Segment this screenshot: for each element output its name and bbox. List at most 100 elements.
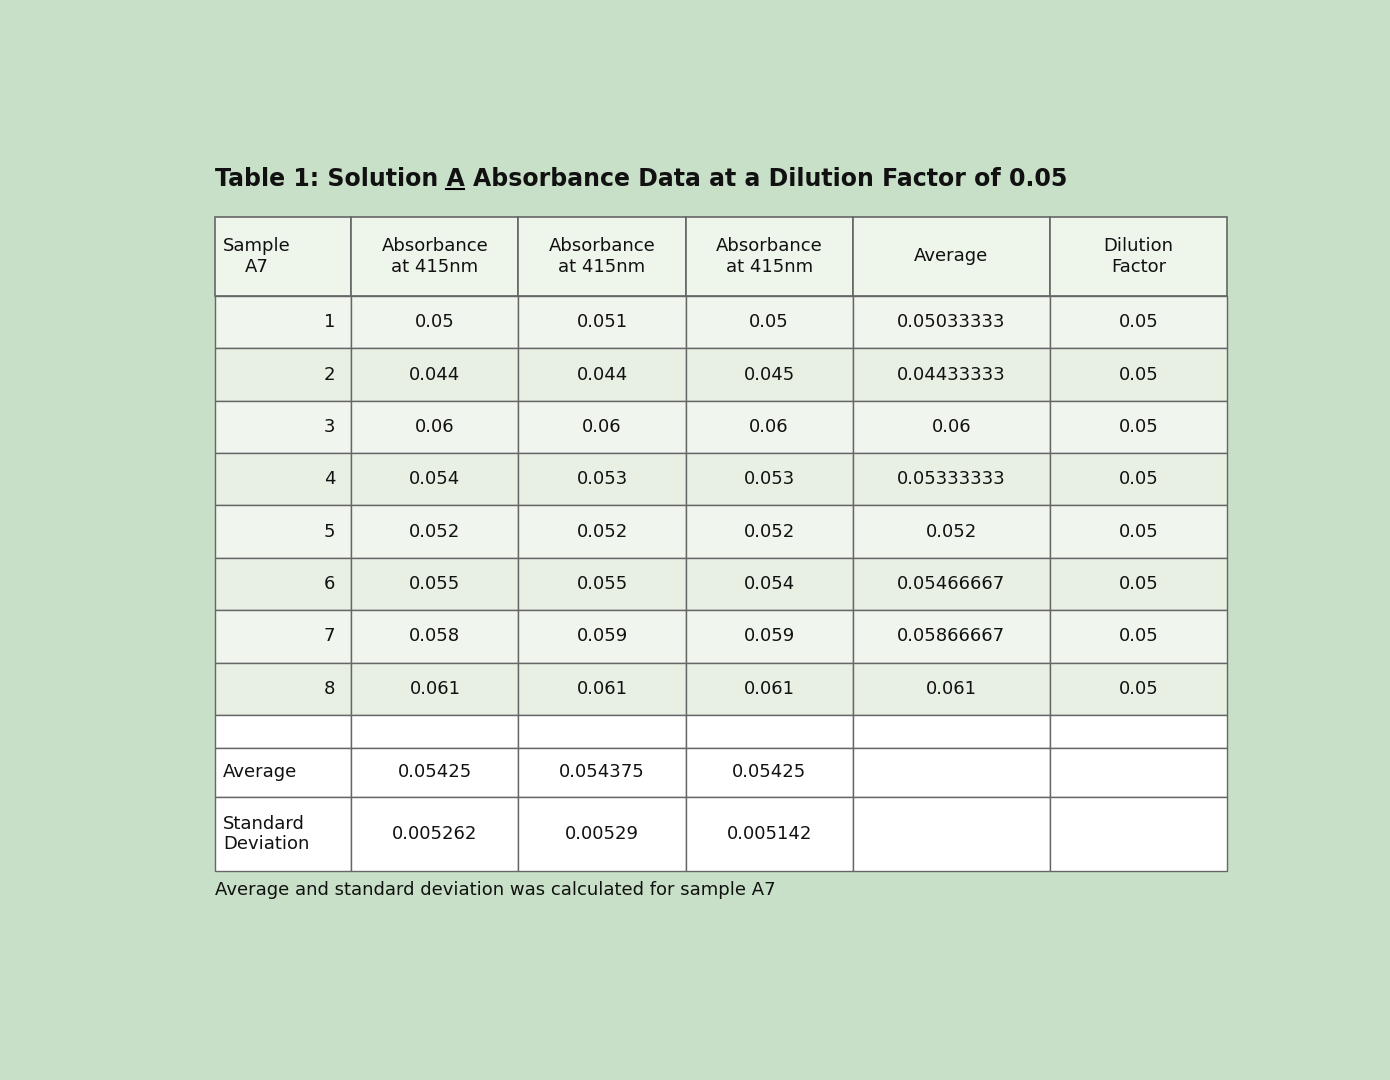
Bar	[852, 454, 1049, 505]
Text: 4: 4	[324, 470, 335, 488]
Bar	[852, 349, 1049, 401]
Bar	[214, 663, 352, 715]
Bar	[518, 797, 685, 872]
Bar	[214, 558, 352, 610]
Text: Table 1: Solution A: Table 1: Solution A	[214, 167, 464, 191]
Bar	[518, 296, 685, 349]
Text: 0.05: 0.05	[1119, 418, 1159, 436]
Bar	[352, 797, 518, 872]
Text: 0.05: 0.05	[1119, 365, 1159, 383]
Text: 0.061: 0.061	[410, 679, 460, 698]
Bar	[352, 558, 518, 610]
Bar	[852, 663, 1049, 715]
Bar	[214, 610, 352, 663]
Bar	[685, 558, 852, 610]
Text: Average and standard deviation was calculated for sample A7: Average and standard deviation was calcu…	[214, 881, 776, 900]
Bar	[852, 505, 1049, 558]
Text: 6: 6	[324, 575, 335, 593]
Bar	[852, 748, 1049, 797]
Bar	[1049, 401, 1227, 454]
Bar	[214, 715, 352, 748]
Text: 0.05466667: 0.05466667	[897, 575, 1005, 593]
Bar	[214, 748, 352, 797]
Text: 0.05333333: 0.05333333	[897, 470, 1006, 488]
Text: 0.06: 0.06	[931, 418, 972, 436]
Text: 0.059: 0.059	[577, 627, 628, 646]
Bar	[214, 217, 352, 296]
Bar	[352, 349, 518, 401]
Text: 0.05: 0.05	[1119, 313, 1159, 332]
Text: 1: 1	[324, 313, 335, 332]
Bar	[1049, 663, 1227, 715]
Bar	[1049, 349, 1227, 401]
Bar	[352, 505, 518, 558]
Text: 0.06: 0.06	[582, 418, 621, 436]
Bar	[1049, 296, 1227, 349]
Bar	[685, 610, 852, 663]
Bar	[1049, 715, 1227, 748]
Bar	[852, 296, 1049, 349]
Bar	[518, 349, 685, 401]
Bar	[214, 349, 352, 401]
Bar	[852, 715, 1049, 748]
Bar	[518, 610, 685, 663]
Text: 0.044: 0.044	[409, 365, 460, 383]
Bar	[518, 558, 685, 610]
Text: 0.061: 0.061	[744, 679, 795, 698]
Text: 0.05425: 0.05425	[733, 764, 806, 782]
Text: 0.052: 0.052	[409, 523, 460, 541]
Bar	[685, 296, 852, 349]
Bar	[852, 797, 1049, 872]
Bar	[1049, 797, 1227, 872]
Text: 0.05: 0.05	[1119, 627, 1159, 646]
Text: 0.055: 0.055	[577, 575, 628, 593]
Text: Table 1: Solution: Table 1: Solution	[214, 167, 446, 191]
Bar	[852, 610, 1049, 663]
Bar	[685, 349, 852, 401]
Bar	[852, 558, 1049, 610]
Text: 0.052: 0.052	[577, 523, 628, 541]
Text: 0.054: 0.054	[409, 470, 460, 488]
Text: Standard
Deviation: Standard Deviation	[224, 814, 310, 853]
Bar	[214, 296, 352, 349]
Text: 0.061: 0.061	[577, 679, 627, 698]
Text: Average: Average	[915, 247, 988, 266]
Text: 0.059: 0.059	[744, 627, 795, 646]
Text: 0.053: 0.053	[577, 470, 628, 488]
Bar	[352, 715, 518, 748]
Text: Absorbance
at 415nm: Absorbance at 415nm	[381, 237, 488, 275]
Bar	[685, 401, 852, 454]
Text: Table 1: Solution A Absorbance Data at a Dilution Factor of 0.05: Table 1: Solution A Absorbance Data at a…	[214, 167, 1068, 191]
Text: 0.053: 0.053	[744, 470, 795, 488]
Bar	[352, 454, 518, 505]
Text: 5: 5	[324, 523, 335, 541]
Bar	[1049, 505, 1227, 558]
Text: 7: 7	[324, 627, 335, 646]
Text: 0.05: 0.05	[1119, 575, 1159, 593]
Text: 0.05: 0.05	[749, 313, 790, 332]
Bar	[352, 748, 518, 797]
Bar	[685, 217, 852, 296]
Text: 3: 3	[324, 418, 335, 436]
Text: Sample
A7: Sample A7	[224, 237, 291, 275]
Bar	[1049, 748, 1227, 797]
Bar	[685, 454, 852, 505]
Bar	[518, 401, 685, 454]
Text: 0.045: 0.045	[744, 365, 795, 383]
Bar	[352, 217, 518, 296]
Bar	[214, 454, 352, 505]
Text: 0.055: 0.055	[409, 575, 460, 593]
Text: 0.052: 0.052	[744, 523, 795, 541]
Text: 0.005262: 0.005262	[392, 825, 478, 843]
Bar	[685, 505, 852, 558]
Text: 0.052: 0.052	[926, 523, 977, 541]
Bar	[685, 715, 852, 748]
Bar	[352, 610, 518, 663]
Text: 0.05866667: 0.05866667	[898, 627, 1005, 646]
Bar	[852, 217, 1049, 296]
Text: 0.058: 0.058	[410, 627, 460, 646]
Text: Absorbance
at 415nm: Absorbance at 415nm	[716, 237, 823, 275]
Text: Dilution
Factor: Dilution Factor	[1104, 237, 1173, 275]
Text: 0.061: 0.061	[926, 679, 977, 698]
Bar	[1049, 610, 1227, 663]
